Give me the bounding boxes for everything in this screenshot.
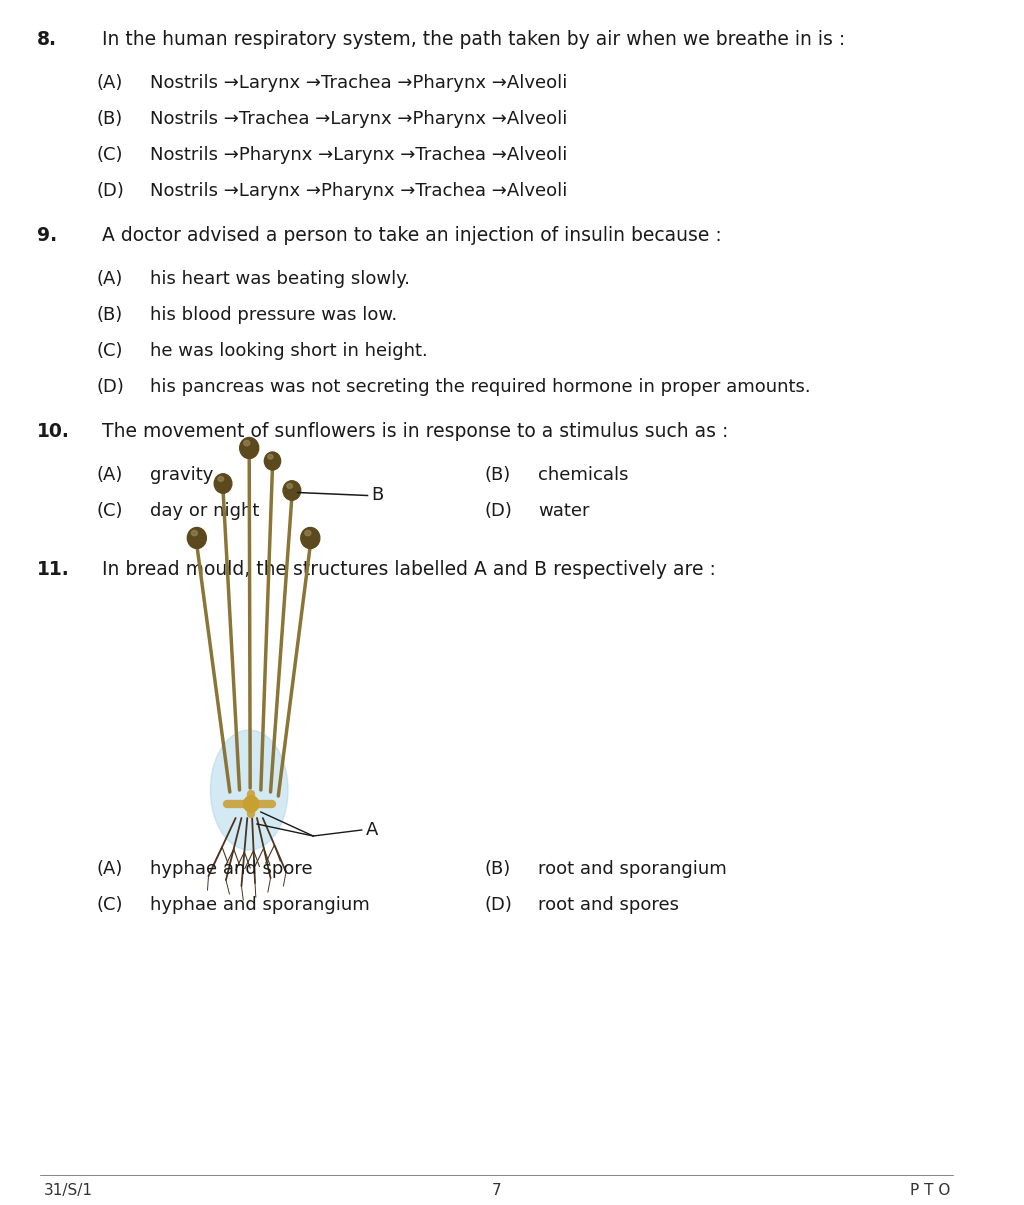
Text: (A): (A) bbox=[97, 860, 123, 878]
Text: (C): (C) bbox=[97, 897, 124, 915]
Text: his heart was beating slowly.: his heart was beating slowly. bbox=[151, 270, 411, 288]
Circle shape bbox=[244, 797, 259, 812]
Text: day or night: day or night bbox=[151, 502, 260, 521]
Text: root and spores: root and spores bbox=[539, 897, 679, 915]
Ellipse shape bbox=[305, 530, 311, 536]
Ellipse shape bbox=[244, 441, 250, 446]
Text: (D): (D) bbox=[484, 502, 513, 521]
Text: root and sporangium: root and sporangium bbox=[539, 860, 727, 878]
Text: A doctor advised a person to take an injection of insulin because :: A doctor advised a person to take an inj… bbox=[101, 227, 722, 245]
Text: Nostrils →Trachea →Larynx →Pharynx →Alveoli: Nostrils →Trachea →Larynx →Pharynx →Alve… bbox=[151, 110, 567, 128]
Ellipse shape bbox=[287, 483, 293, 488]
Text: (D): (D) bbox=[97, 182, 125, 200]
Ellipse shape bbox=[210, 730, 288, 850]
Text: B: B bbox=[372, 487, 384, 505]
Ellipse shape bbox=[191, 530, 198, 536]
Text: (C): (C) bbox=[97, 146, 124, 164]
Ellipse shape bbox=[187, 528, 207, 548]
Text: Nostrils →Larynx →Trachea →Pharynx →Alveoli: Nostrils →Larynx →Trachea →Pharynx →Alve… bbox=[151, 74, 567, 92]
Text: his blood pressure was low.: his blood pressure was low. bbox=[151, 306, 397, 324]
Text: water: water bbox=[539, 502, 590, 521]
Text: he was looking short in height.: he was looking short in height. bbox=[151, 342, 428, 360]
Text: 9.: 9. bbox=[37, 227, 57, 245]
Ellipse shape bbox=[214, 474, 231, 493]
Text: (C): (C) bbox=[97, 502, 124, 521]
Text: In bread mould, the structures labelled A and B respectively are :: In bread mould, the structures labelled … bbox=[101, 560, 716, 578]
Text: (D): (D) bbox=[97, 378, 125, 396]
Ellipse shape bbox=[218, 476, 223, 482]
Text: his pancreas was not secreting the required hormone in proper amounts.: his pancreas was not secreting the requi… bbox=[151, 378, 811, 396]
Text: gravity: gravity bbox=[151, 466, 214, 484]
Text: 11.: 11. bbox=[37, 560, 70, 578]
Text: (B): (B) bbox=[484, 466, 511, 484]
Text: A: A bbox=[366, 821, 378, 839]
Text: In the human respiratory system, the path taken by air when we breathe in is :: In the human respiratory system, the pat… bbox=[101, 30, 845, 49]
Text: (A): (A) bbox=[97, 270, 123, 288]
Text: 8.: 8. bbox=[37, 30, 57, 49]
Ellipse shape bbox=[264, 452, 281, 470]
Text: Nostrils →Pharynx →Larynx →Trachea →Alveoli: Nostrils →Pharynx →Larynx →Trachea →Alve… bbox=[151, 146, 567, 164]
Text: (B): (B) bbox=[97, 306, 123, 324]
Text: (B): (B) bbox=[97, 110, 123, 128]
Text: The movement of sunflowers is in response to a stimulus such as :: The movement of sunflowers is in respons… bbox=[101, 422, 728, 441]
Text: hyphae and sporangium: hyphae and sporangium bbox=[151, 897, 370, 915]
Text: 10.: 10. bbox=[37, 422, 70, 441]
Ellipse shape bbox=[283, 481, 301, 500]
Text: 31/S/1: 31/S/1 bbox=[44, 1183, 92, 1198]
Text: Nostrils →Larynx →Pharynx →Trachea →Alveoli: Nostrils →Larynx →Pharynx →Trachea →Alve… bbox=[151, 182, 567, 200]
Text: (D): (D) bbox=[484, 897, 513, 915]
Text: (A): (A) bbox=[97, 466, 123, 484]
Ellipse shape bbox=[240, 437, 259, 458]
Text: chemicals: chemicals bbox=[539, 466, 629, 484]
Text: 7: 7 bbox=[492, 1183, 502, 1198]
Text: (A): (A) bbox=[97, 74, 123, 92]
Text: hyphae and spore: hyphae and spore bbox=[151, 860, 313, 878]
Text: P T O: P T O bbox=[910, 1183, 950, 1198]
Text: (C): (C) bbox=[97, 342, 124, 360]
Ellipse shape bbox=[301, 528, 319, 548]
Ellipse shape bbox=[267, 454, 273, 459]
Text: (B): (B) bbox=[484, 860, 511, 878]
